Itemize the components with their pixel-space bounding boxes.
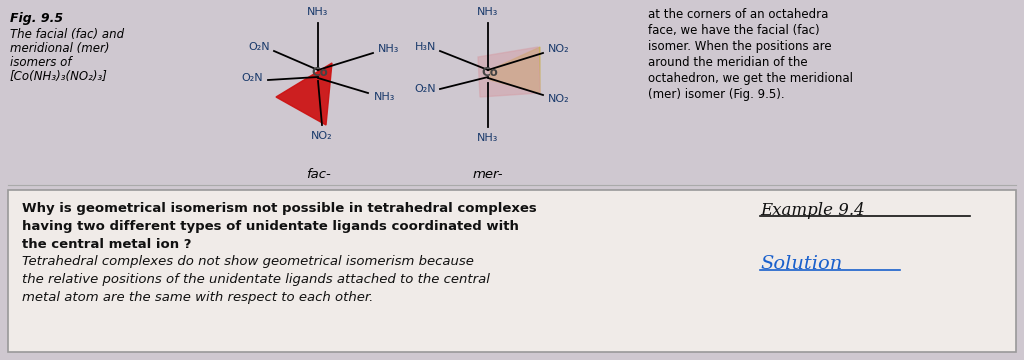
Text: NH₃: NH₃	[378, 44, 399, 54]
Text: NH₃: NH₃	[374, 92, 395, 102]
Text: H₃N: H₃N	[415, 42, 436, 52]
Text: [Co(NH₃)₃(NO₂)₃]: [Co(NH₃)₃(NO₂)₃]	[10, 70, 108, 83]
Text: Co: Co	[481, 67, 499, 80]
Text: metal atom are the same with respect to each other.: metal atom are the same with respect to …	[22, 291, 374, 304]
Text: face, we have the facial (fac): face, we have the facial (fac)	[648, 24, 819, 37]
Text: Example 9.4: Example 9.4	[760, 202, 864, 219]
Text: having two different types of unidentate ligands coordinated with: having two different types of unidentate…	[22, 220, 519, 233]
Text: around the meridian of the: around the meridian of the	[648, 56, 808, 69]
Polygon shape	[276, 63, 332, 125]
Text: (mer) isomer (Fig. 9.5).: (mer) isomer (Fig. 9.5).	[648, 88, 784, 101]
Text: O₂N: O₂N	[242, 73, 263, 83]
Text: NH₃: NH₃	[477, 7, 499, 17]
Text: isomers of: isomers of	[10, 56, 72, 69]
Polygon shape	[490, 47, 540, 93]
Text: NH₃: NH₃	[477, 133, 499, 143]
FancyBboxPatch shape	[8, 190, 1016, 352]
Text: Tetrahedral complexes do not show geometrical isomerism because: Tetrahedral complexes do not show geomet…	[22, 255, 474, 268]
Text: O₂N: O₂N	[249, 42, 270, 52]
Text: Solution: Solution	[760, 255, 843, 273]
Text: the relative positions of the unidentate ligands attached to the central: the relative positions of the unidentate…	[22, 273, 489, 286]
Text: at the corners of an octahedra: at the corners of an octahedra	[648, 8, 828, 21]
Text: mer-: mer-	[473, 168, 503, 181]
Text: isomer. When the positions are: isomer. When the positions are	[648, 40, 831, 53]
Text: Why is geometrical isomerism not possible in tetrahedral complexes: Why is geometrical isomerism not possibl…	[22, 202, 537, 215]
Text: octahedron, we get the meridional: octahedron, we get the meridional	[648, 72, 853, 85]
Text: The facial (fac) and: The facial (fac) and	[10, 28, 124, 41]
Text: fac-: fac-	[305, 168, 331, 181]
Text: Fig. 9.5: Fig. 9.5	[10, 12, 63, 25]
Text: NO₂: NO₂	[548, 94, 569, 104]
Text: O₂N: O₂N	[415, 84, 436, 94]
Text: NH₃: NH₃	[307, 7, 329, 17]
Polygon shape	[478, 47, 540, 97]
Text: NO₂: NO₂	[311, 131, 333, 141]
Text: Co: Co	[311, 67, 329, 80]
Text: NO₂: NO₂	[548, 44, 569, 54]
Text: the central metal ion ?: the central metal ion ?	[22, 238, 191, 251]
Text: meridional (mer): meridional (mer)	[10, 42, 110, 55]
